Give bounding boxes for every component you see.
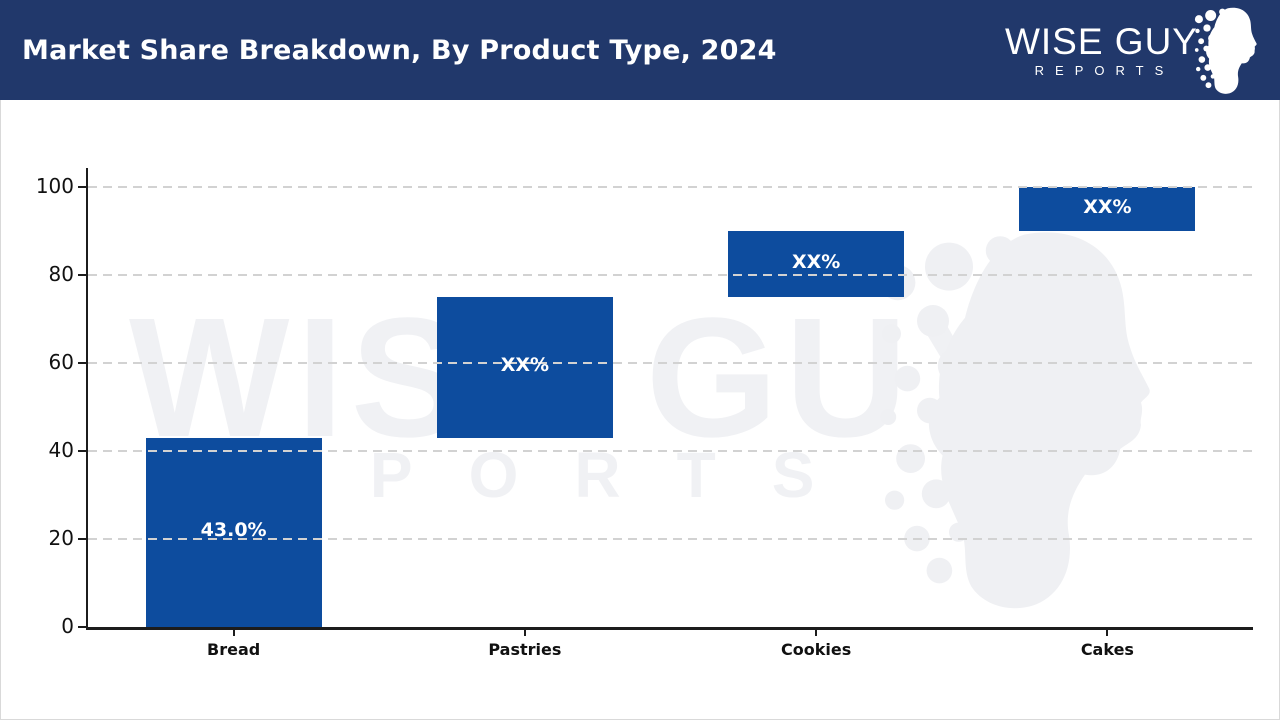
brand-face-icon	[1192, 6, 1266, 94]
brand-name: WISE GUY	[1004, 20, 1198, 62]
page-title: Market Share Breakdown, By Product Type,…	[22, 34, 777, 66]
header: Market Share Breakdown, By Product Type,…	[0, 0, 1280, 100]
brand-logo: WISE GUY REPORTS	[1005, 6, 1280, 94]
watermark-face-icon	[869, 224, 1189, 610]
brand-logo-text: WISE GUY REPORTS	[1005, 23, 1198, 78]
brand-subtitle: REPORTS	[1034, 62, 1175, 78]
chart-canvas: WISE GUY REPORTS	[0, 100, 1280, 720]
watermark-text-line2: REPORTS	[169, 439, 871, 511]
